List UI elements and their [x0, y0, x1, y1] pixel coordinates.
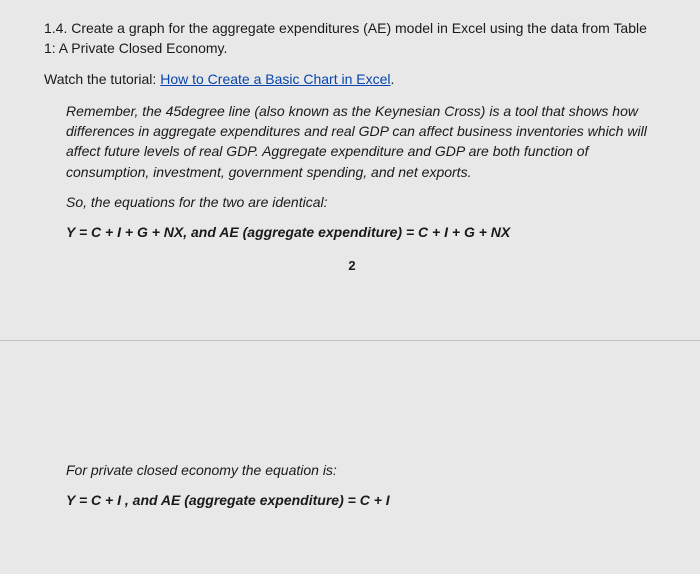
lower-block: For private closed economy the equation …: [44, 460, 660, 511]
tutorial-suffix: .: [391, 71, 395, 87]
equation-closed: Y = C + I , and AE (aggregate expenditur…: [66, 490, 660, 510]
tutorial-link[interactable]: How to Create a Basic Chart in Excel: [160, 71, 390, 87]
equation-full: Y = C + I + G + NX, and AE (aggregate ex…: [66, 222, 660, 242]
explanation-para-2: So, the equations for the two are identi…: [66, 192, 660, 212]
tutorial-prefix: Watch the tutorial:: [44, 71, 160, 87]
page-number: 2: [44, 257, 660, 276]
explanation-block: Remember, the 45degree line (also known …: [44, 101, 660, 243]
section-heading: 1.4. Create a graph for the aggregate ex…: [44, 18, 660, 59]
page-divider: [0, 340, 700, 341]
explanation-para-1: Remember, the 45degree line (also known …: [66, 101, 660, 182]
tutorial-line: Watch the tutorial: How to Create a Basi…: [44, 69, 660, 89]
closed-economy-intro: For private closed economy the equation …: [66, 460, 660, 480]
